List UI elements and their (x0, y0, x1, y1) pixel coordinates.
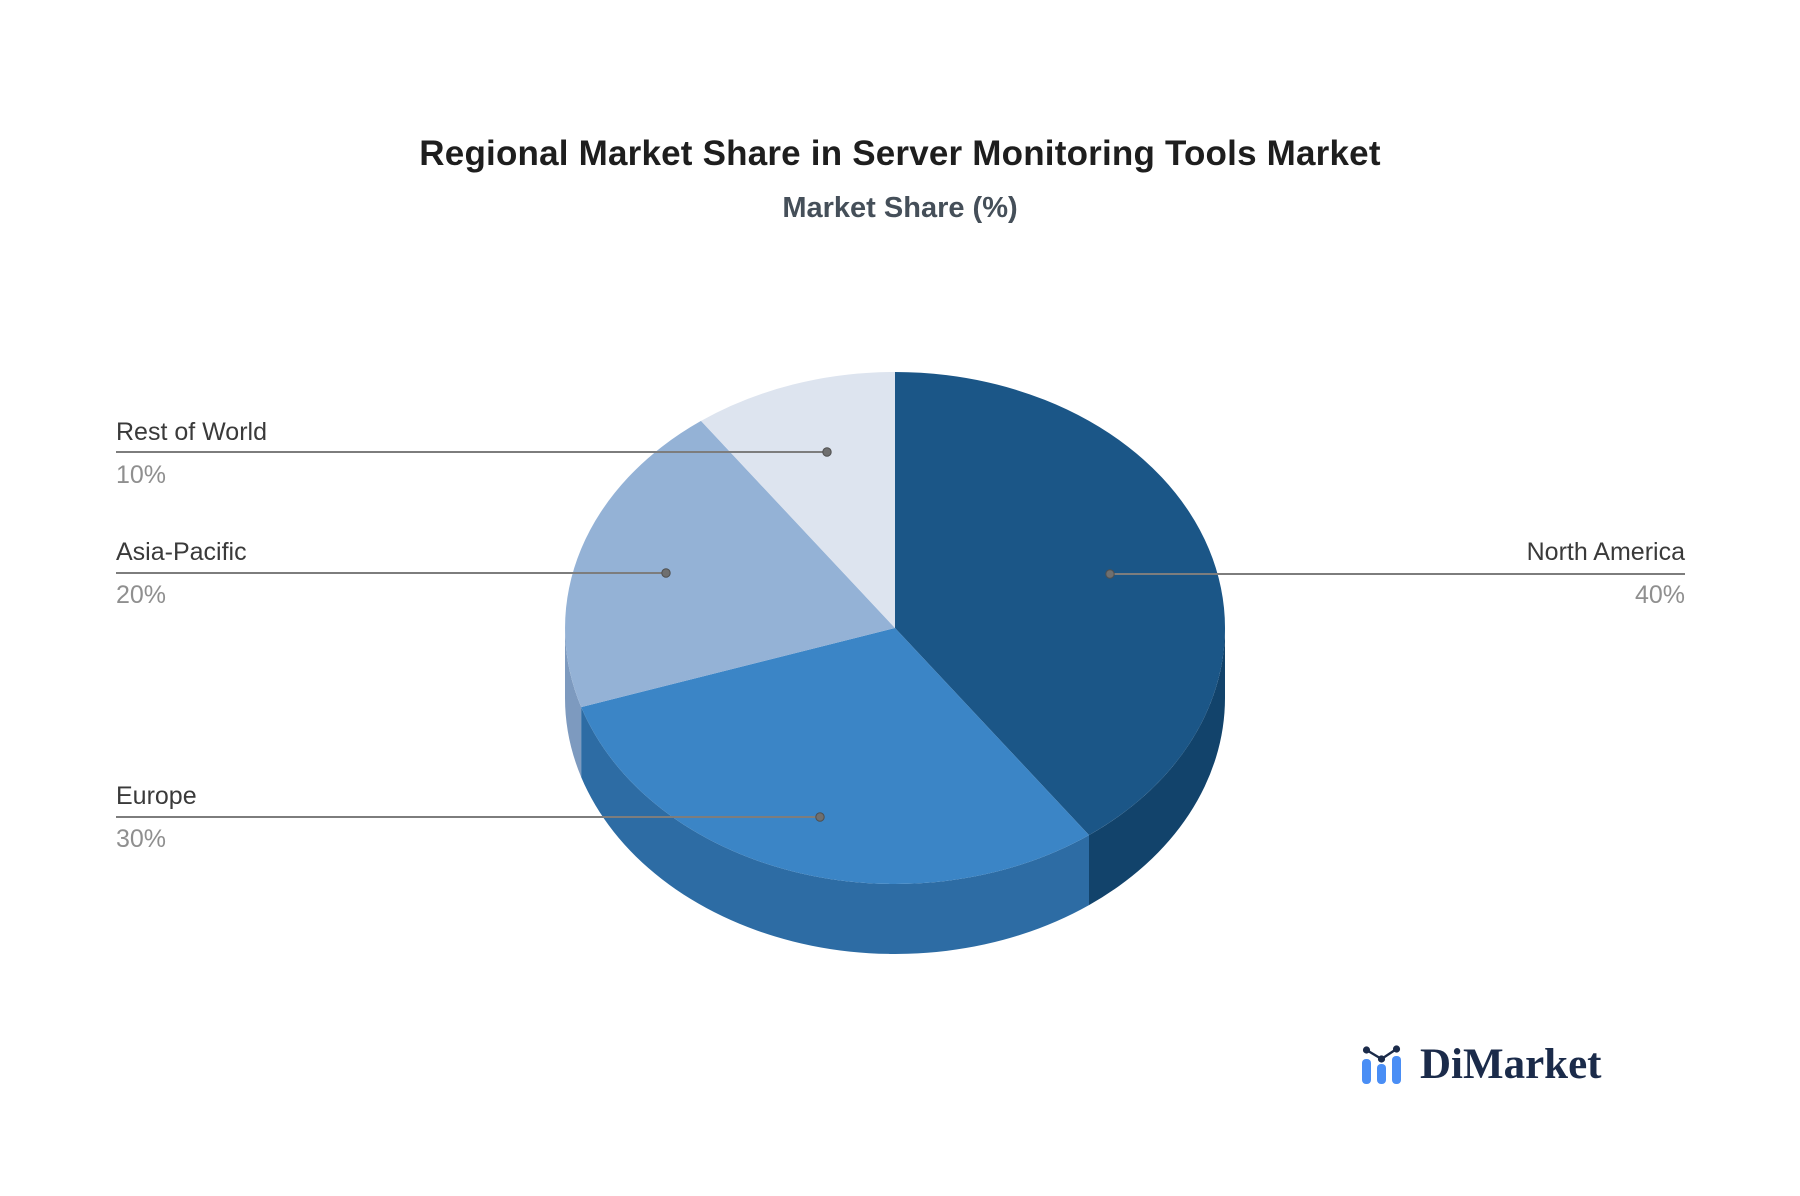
bar-chart-trend-icon (1362, 1045, 1401, 1084)
pie-slice-north-america (895, 372, 1226, 836)
pie-slice-europe (581, 628, 1089, 884)
slice-name: Europe (116, 782, 197, 810)
leader-dot-north-america (1105, 569, 1115, 579)
page-title: Regional Market Share in Server Monitori… (419, 134, 1381, 173)
slice-name: Asia-Pacific (116, 538, 247, 566)
slice-percentage: 40% (1634, 581, 1685, 609)
slice-name: North America (1526, 538, 1685, 566)
pie-slice-rest-of-world (701, 372, 895, 628)
leader-dot-rest-of-world (822, 447, 832, 457)
leader-dot-europe (815, 812, 825, 822)
pie-slice-side-asia-pacific (565, 628, 582, 778)
pie-slice-side-north-america (1089, 628, 1225, 906)
brand-logo: DiMarket (1362, 1041, 1602, 1089)
pie-slice-side-europe (581, 707, 1089, 954)
chart-subtitle: Market Share (%) (782, 192, 1018, 224)
slice-label-asia-pacific: Asia-Pacific 20% (116, 538, 247, 609)
slice-label-europe: Europe 30% (116, 782, 197, 853)
slice-label-rest-of-world: Rest of World 10% (116, 418, 267, 489)
slice-label-north-america: North America 40% (1527, 538, 1685, 609)
leader-dot-asia-pacific (661, 568, 671, 578)
slice-name: Rest of World (116, 418, 267, 446)
slice-percentage: 30% (116, 825, 167, 853)
pie-slice-asia-pacific (565, 420, 895, 708)
slice-percentage: 20% (116, 581, 167, 609)
slice-percentage: 10% (116, 461, 167, 489)
brand-logo-text: DiMarket (1420, 1041, 1602, 1089)
